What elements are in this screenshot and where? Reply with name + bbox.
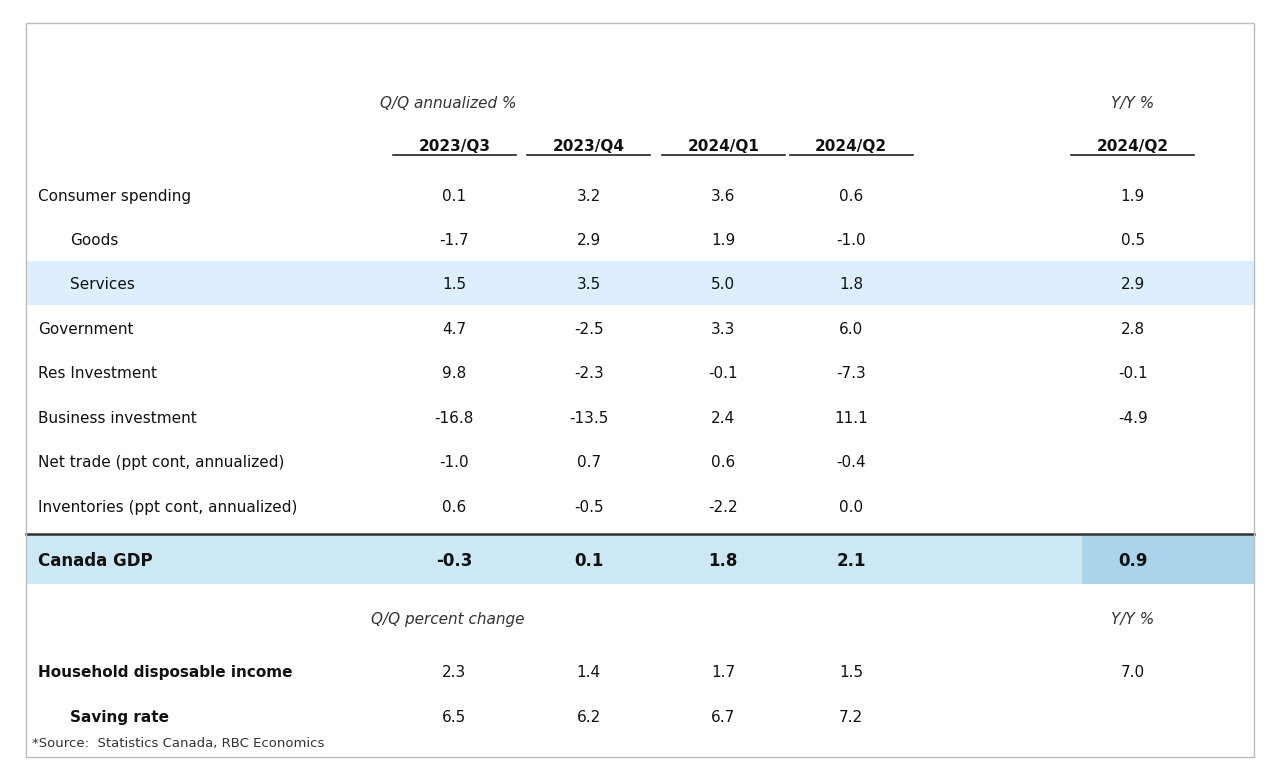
Text: -2.3: -2.3 bbox=[573, 367, 604, 381]
Text: 11.1: 11.1 bbox=[835, 411, 868, 426]
Text: 1.9: 1.9 bbox=[712, 233, 735, 248]
Text: 3.3: 3.3 bbox=[710, 322, 736, 337]
Text: 2024/Q2: 2024/Q2 bbox=[815, 139, 887, 154]
Text: 0.6: 0.6 bbox=[712, 456, 735, 470]
Text: 2.9: 2.9 bbox=[577, 233, 600, 248]
Text: Canadian GDP Growth: Canadian GDP Growth bbox=[41, 39, 317, 58]
Text: 0.1: 0.1 bbox=[443, 189, 466, 204]
Text: 1.9: 1.9 bbox=[1121, 189, 1144, 204]
Text: 1.8: 1.8 bbox=[709, 552, 737, 570]
Text: Business investment: Business investment bbox=[38, 411, 197, 426]
Text: Res Investment: Res Investment bbox=[38, 367, 157, 381]
Text: 2.9: 2.9 bbox=[1121, 278, 1144, 292]
Text: 2024/Q2: 2024/Q2 bbox=[1097, 139, 1169, 154]
Text: 3.5: 3.5 bbox=[577, 278, 600, 292]
Text: Y/Y %: Y/Y % bbox=[1111, 96, 1155, 112]
Text: 6.7: 6.7 bbox=[712, 710, 735, 725]
Text: -0.5: -0.5 bbox=[573, 500, 604, 515]
Text: 0.0: 0.0 bbox=[840, 500, 863, 515]
Text: 4.7: 4.7 bbox=[443, 322, 466, 337]
Text: Household disposable income: Household disposable income bbox=[38, 665, 293, 680]
Text: -0.1: -0.1 bbox=[1117, 367, 1148, 381]
Text: 3.6: 3.6 bbox=[710, 189, 736, 204]
Text: 1.4: 1.4 bbox=[577, 665, 600, 680]
Text: 3.2: 3.2 bbox=[577, 189, 600, 204]
Text: 0.6: 0.6 bbox=[443, 500, 466, 515]
Text: 2023/Q3: 2023/Q3 bbox=[419, 139, 490, 154]
Text: -7.3: -7.3 bbox=[836, 367, 867, 381]
Text: Saving rate: Saving rate bbox=[70, 710, 169, 725]
Text: Government: Government bbox=[38, 322, 134, 337]
Text: 1.8: 1.8 bbox=[840, 278, 863, 292]
Text: 0.7: 0.7 bbox=[577, 456, 600, 470]
Text: -0.1: -0.1 bbox=[708, 367, 739, 381]
Text: Goods: Goods bbox=[70, 233, 119, 248]
Text: 2.8: 2.8 bbox=[1121, 322, 1144, 337]
Text: -0.3: -0.3 bbox=[436, 552, 472, 570]
Text: 6.5: 6.5 bbox=[443, 710, 466, 725]
Text: -4.9: -4.9 bbox=[1117, 411, 1148, 426]
Text: 0.6: 0.6 bbox=[840, 189, 863, 204]
Text: 6.0: 6.0 bbox=[840, 322, 863, 337]
Text: 0.9: 0.9 bbox=[1117, 552, 1148, 570]
Text: -1.0: -1.0 bbox=[439, 456, 470, 470]
Text: Q/Q annualized %: Q/Q annualized % bbox=[380, 96, 516, 112]
Text: -1.0: -1.0 bbox=[836, 233, 867, 248]
Text: -0.4: -0.4 bbox=[836, 456, 867, 470]
Text: 5.0: 5.0 bbox=[712, 278, 735, 292]
Text: Consumer spending: Consumer spending bbox=[38, 189, 192, 204]
Text: -2.2: -2.2 bbox=[708, 500, 739, 515]
Text: -16.8: -16.8 bbox=[435, 411, 474, 426]
Text: -13.5: -13.5 bbox=[570, 411, 608, 426]
Text: 0.1: 0.1 bbox=[575, 552, 603, 570]
Text: 7.0: 7.0 bbox=[1121, 665, 1144, 680]
Text: -1.7: -1.7 bbox=[439, 233, 470, 248]
Text: 7.2: 7.2 bbox=[840, 710, 863, 725]
Text: Services: Services bbox=[70, 278, 136, 292]
Text: Canada GDP: Canada GDP bbox=[38, 552, 154, 570]
Text: *Source:  Statistics Canada, RBC Economics: *Source: Statistics Canada, RBC Economic… bbox=[32, 737, 324, 750]
Text: 2023/Q4: 2023/Q4 bbox=[553, 139, 625, 154]
Text: 6.2: 6.2 bbox=[577, 710, 600, 725]
Text: 0.5: 0.5 bbox=[1121, 233, 1144, 248]
Text: -2.5: -2.5 bbox=[573, 322, 604, 337]
Text: Y/Y %: Y/Y % bbox=[1111, 612, 1155, 627]
Text: 1.5: 1.5 bbox=[840, 665, 863, 680]
Text: 9.8: 9.8 bbox=[443, 367, 466, 381]
Text: Inventories (ppt cont, annualized): Inventories (ppt cont, annualized) bbox=[38, 500, 298, 515]
Text: 1.5: 1.5 bbox=[443, 278, 466, 292]
Text: 2024/Q1: 2024/Q1 bbox=[687, 139, 759, 154]
Text: 2.3: 2.3 bbox=[443, 665, 466, 680]
Text: 2.4: 2.4 bbox=[712, 411, 735, 426]
Text: Q/Q percent change: Q/Q percent change bbox=[371, 612, 525, 627]
Text: 1.7: 1.7 bbox=[712, 665, 735, 680]
Text: 2.1: 2.1 bbox=[836, 552, 867, 570]
Text: Net trade (ppt cont, annualized): Net trade (ppt cont, annualized) bbox=[38, 456, 284, 470]
